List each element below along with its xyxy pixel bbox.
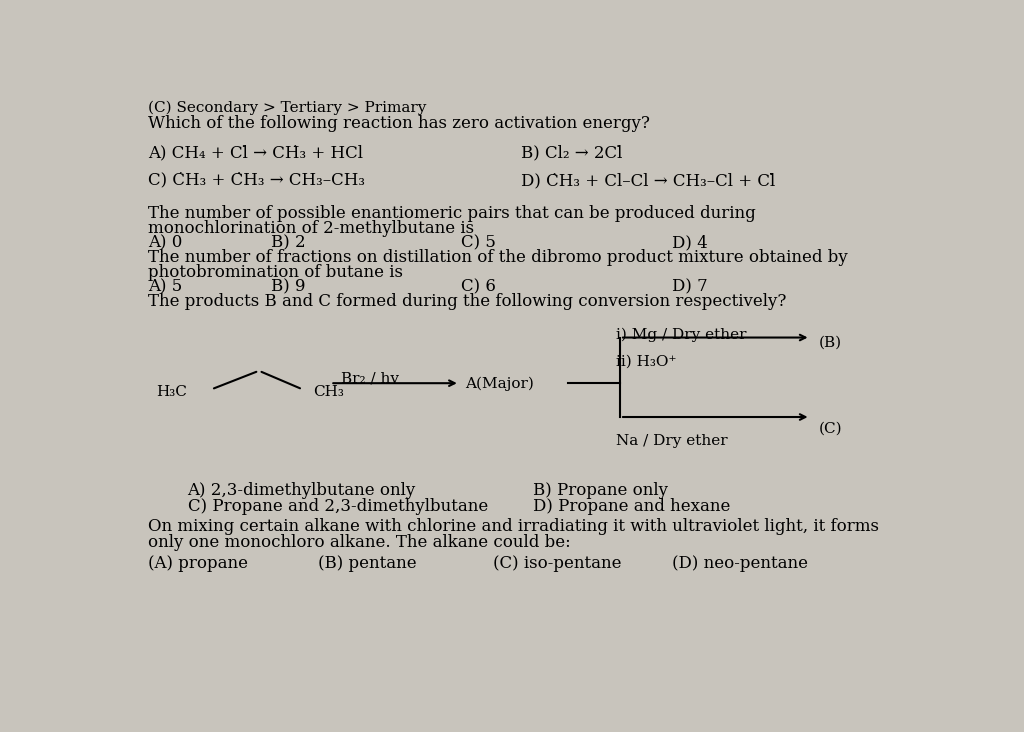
Text: B) 2: B) 2 — [270, 234, 305, 251]
Text: A) CH₄ + Cl̇ → CḢ₃ + HCl: A) CH₄ + Cl̇ → CḢ₃ + HCl — [147, 144, 362, 161]
Text: photobromination of butane is: photobromination of butane is — [147, 264, 402, 280]
Text: D) 7: D) 7 — [672, 278, 708, 295]
Text: D) 4: D) 4 — [672, 234, 708, 251]
Text: The number of fractions on distillation of the dibromo product mixture obtained : The number of fractions on distillation … — [147, 249, 848, 266]
Text: (B) pentane: (B) pentane — [318, 555, 417, 572]
Text: (A) propane: (A) propane — [147, 555, 248, 572]
Text: C) ĊH₃ + ĊH₃ → CH₃–CH₃: C) ĊH₃ + ĊH₃ → CH₃–CH₃ — [147, 172, 365, 190]
Text: (C) Secondary > Tertiary > Primary: (C) Secondary > Tertiary > Primary — [147, 100, 426, 115]
Text: B) Propane only: B) Propane only — [532, 482, 668, 499]
Text: (D) neo-pentane: (D) neo-pentane — [672, 555, 808, 572]
Text: only one monochloro alkane. The alkane could be:: only one monochloro alkane. The alkane c… — [147, 534, 570, 551]
Text: C) Propane and 2,3-dimethylbutane: C) Propane and 2,3-dimethylbutane — [187, 498, 487, 515]
Text: On mixing certain alkane with chlorine and irradiating it with ultraviolet light: On mixing certain alkane with chlorine a… — [147, 518, 879, 536]
Text: C) 5: C) 5 — [461, 234, 497, 251]
Text: Na / Dry ether: Na / Dry ether — [616, 435, 728, 449]
Text: ii) H₃O⁺: ii) H₃O⁺ — [616, 354, 677, 368]
Text: CH₃: CH₃ — [313, 386, 344, 400]
Text: A) 5: A) 5 — [147, 278, 182, 295]
Text: B) 9: B) 9 — [270, 278, 305, 295]
Text: Br₂ / hv: Br₂ / hv — [341, 371, 399, 385]
Text: The products B and C formed during the following conversion respectively?: The products B and C formed during the f… — [147, 293, 786, 310]
Text: A) 2,3-dimethylbutane only: A) 2,3-dimethylbutane only — [187, 482, 416, 499]
Text: D) ĊH₃ + Cl–Cl → CH₃–Cl + Cl̇: D) ĊH₃ + Cl–Cl → CH₃–Cl + Cl̇ — [521, 172, 775, 190]
Text: A(Major): A(Major) — [465, 376, 535, 391]
Text: D) Propane and hexane: D) Propane and hexane — [532, 498, 730, 515]
Text: C) 6: C) 6 — [461, 278, 497, 295]
Text: monochlorination of 2-methylbutane is: monochlorination of 2-methylbutane is — [147, 220, 474, 236]
Text: B) Cl₂ → 2Cl̇: B) Cl₂ → 2Cl̇ — [521, 144, 623, 161]
Text: (C): (C) — [818, 422, 842, 436]
Text: A) 0: A) 0 — [147, 234, 182, 251]
Text: H₃C: H₃C — [157, 386, 187, 400]
Text: (C) iso-pentane: (C) iso-pentane — [494, 555, 622, 572]
Text: i) Mg / Dry ether: i) Mg / Dry ether — [616, 328, 746, 343]
Text: Which of the following reaction has zero activation energy?: Which of the following reaction has zero… — [147, 115, 649, 132]
Text: The number of possible enantiomeric pairs that can be produced during: The number of possible enantiomeric pair… — [147, 204, 756, 222]
Text: (B): (B) — [818, 336, 842, 350]
